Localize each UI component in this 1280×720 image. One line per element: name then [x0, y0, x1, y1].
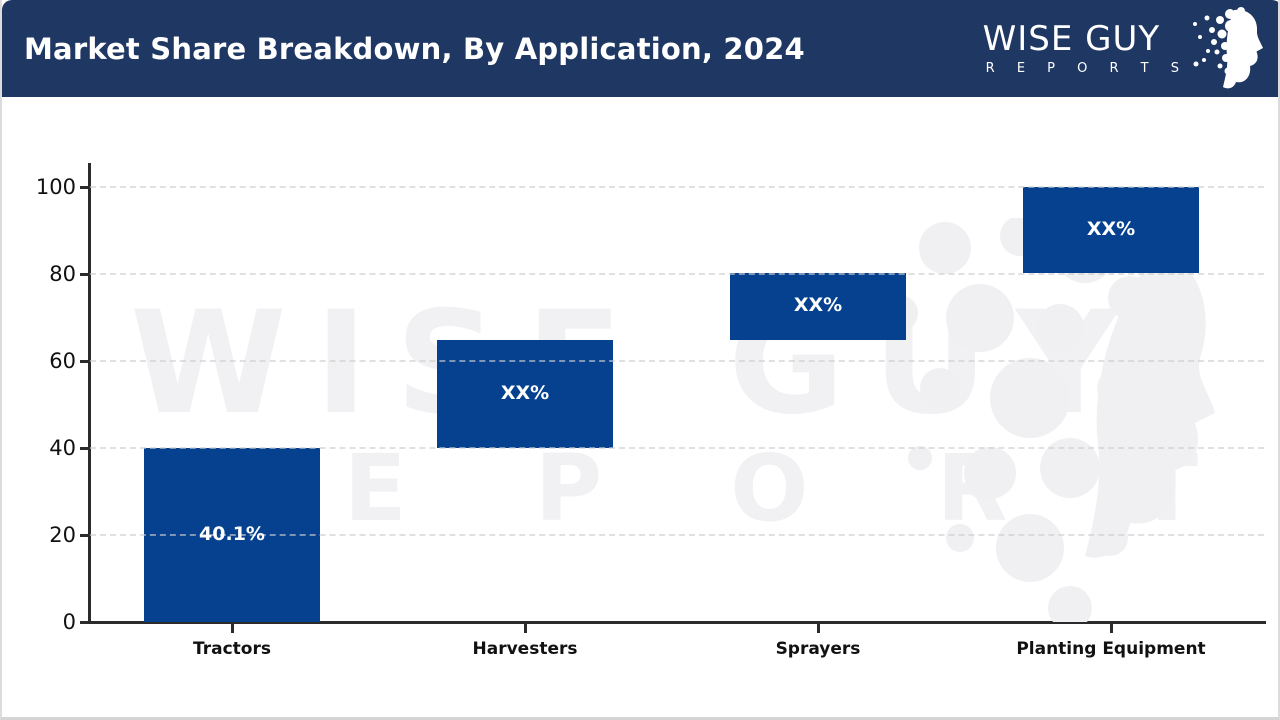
- y-tick-label: 100: [35, 174, 76, 199]
- y-tick: [80, 533, 89, 537]
- logo-text: WISE GUY R E P O R T S: [983, 19, 1188, 76]
- y-tick: [80, 359, 89, 363]
- gridline-20: [90, 533, 1264, 536]
- x-category-label: Sprayers: [775, 639, 861, 659]
- x-category-label: Planting Equipment: [1016, 639, 1206, 659]
- bar-value-label: XX%: [1086, 217, 1136, 240]
- x-category-label: Harvesters: [472, 639, 578, 659]
- gridline-100: [90, 185, 1264, 188]
- logo-wordmark: WISE GUY: [982, 18, 1161, 59]
- bar-value-label: 40.1%: [199, 522, 265, 545]
- wise-guy-logo: WISE GUY R E P O R T S: [983, 4, 1268, 90]
- y-tick: [80, 185, 89, 189]
- page-title: Market Share Breakdown, By Application, …: [24, 31, 805, 66]
- x-tick: [817, 624, 820, 633]
- gridline-40: [90, 446, 1264, 449]
- x-axis-line: [88, 621, 1266, 624]
- bar-value-label: XX%: [500, 381, 550, 404]
- x-tick: [524, 624, 527, 633]
- y-tick-label: 20: [49, 522, 76, 547]
- bar-segment-harvesters: [437, 339, 613, 448]
- x-category-label: Tractors: [193, 639, 271, 659]
- y-tick: [80, 446, 89, 450]
- bar-value-label: XX%: [793, 294, 843, 317]
- y-tick-label: 60: [49, 348, 76, 373]
- logo-subtitle: R E P O R T S: [985, 60, 1188, 76]
- y-tick-label: 80: [49, 261, 76, 286]
- dotted-face-icon: [1193, 7, 1263, 89]
- y-tick-label: 0: [62, 610, 76, 634]
- bar-segment-sprayers: [730, 272, 906, 340]
- y-tick-label: 40: [49, 435, 76, 460]
- gridline-80: [90, 272, 1264, 275]
- plot-area: WISE GUY R E P O R T S 40.1%XX%XX%XX%: [90, 163, 1264, 622]
- y-tick: [80, 272, 89, 276]
- x-tick: [1110, 624, 1113, 633]
- bar-segment-planting-equipment: [1023, 186, 1199, 273]
- x-tick: [231, 624, 234, 633]
- header-bar: Market Share Breakdown, By Application, …: [2, 0, 1278, 97]
- y-axis-line: [88, 163, 91, 624]
- y-tick: [80, 621, 89, 624]
- gridline-60: [90, 359, 1264, 362]
